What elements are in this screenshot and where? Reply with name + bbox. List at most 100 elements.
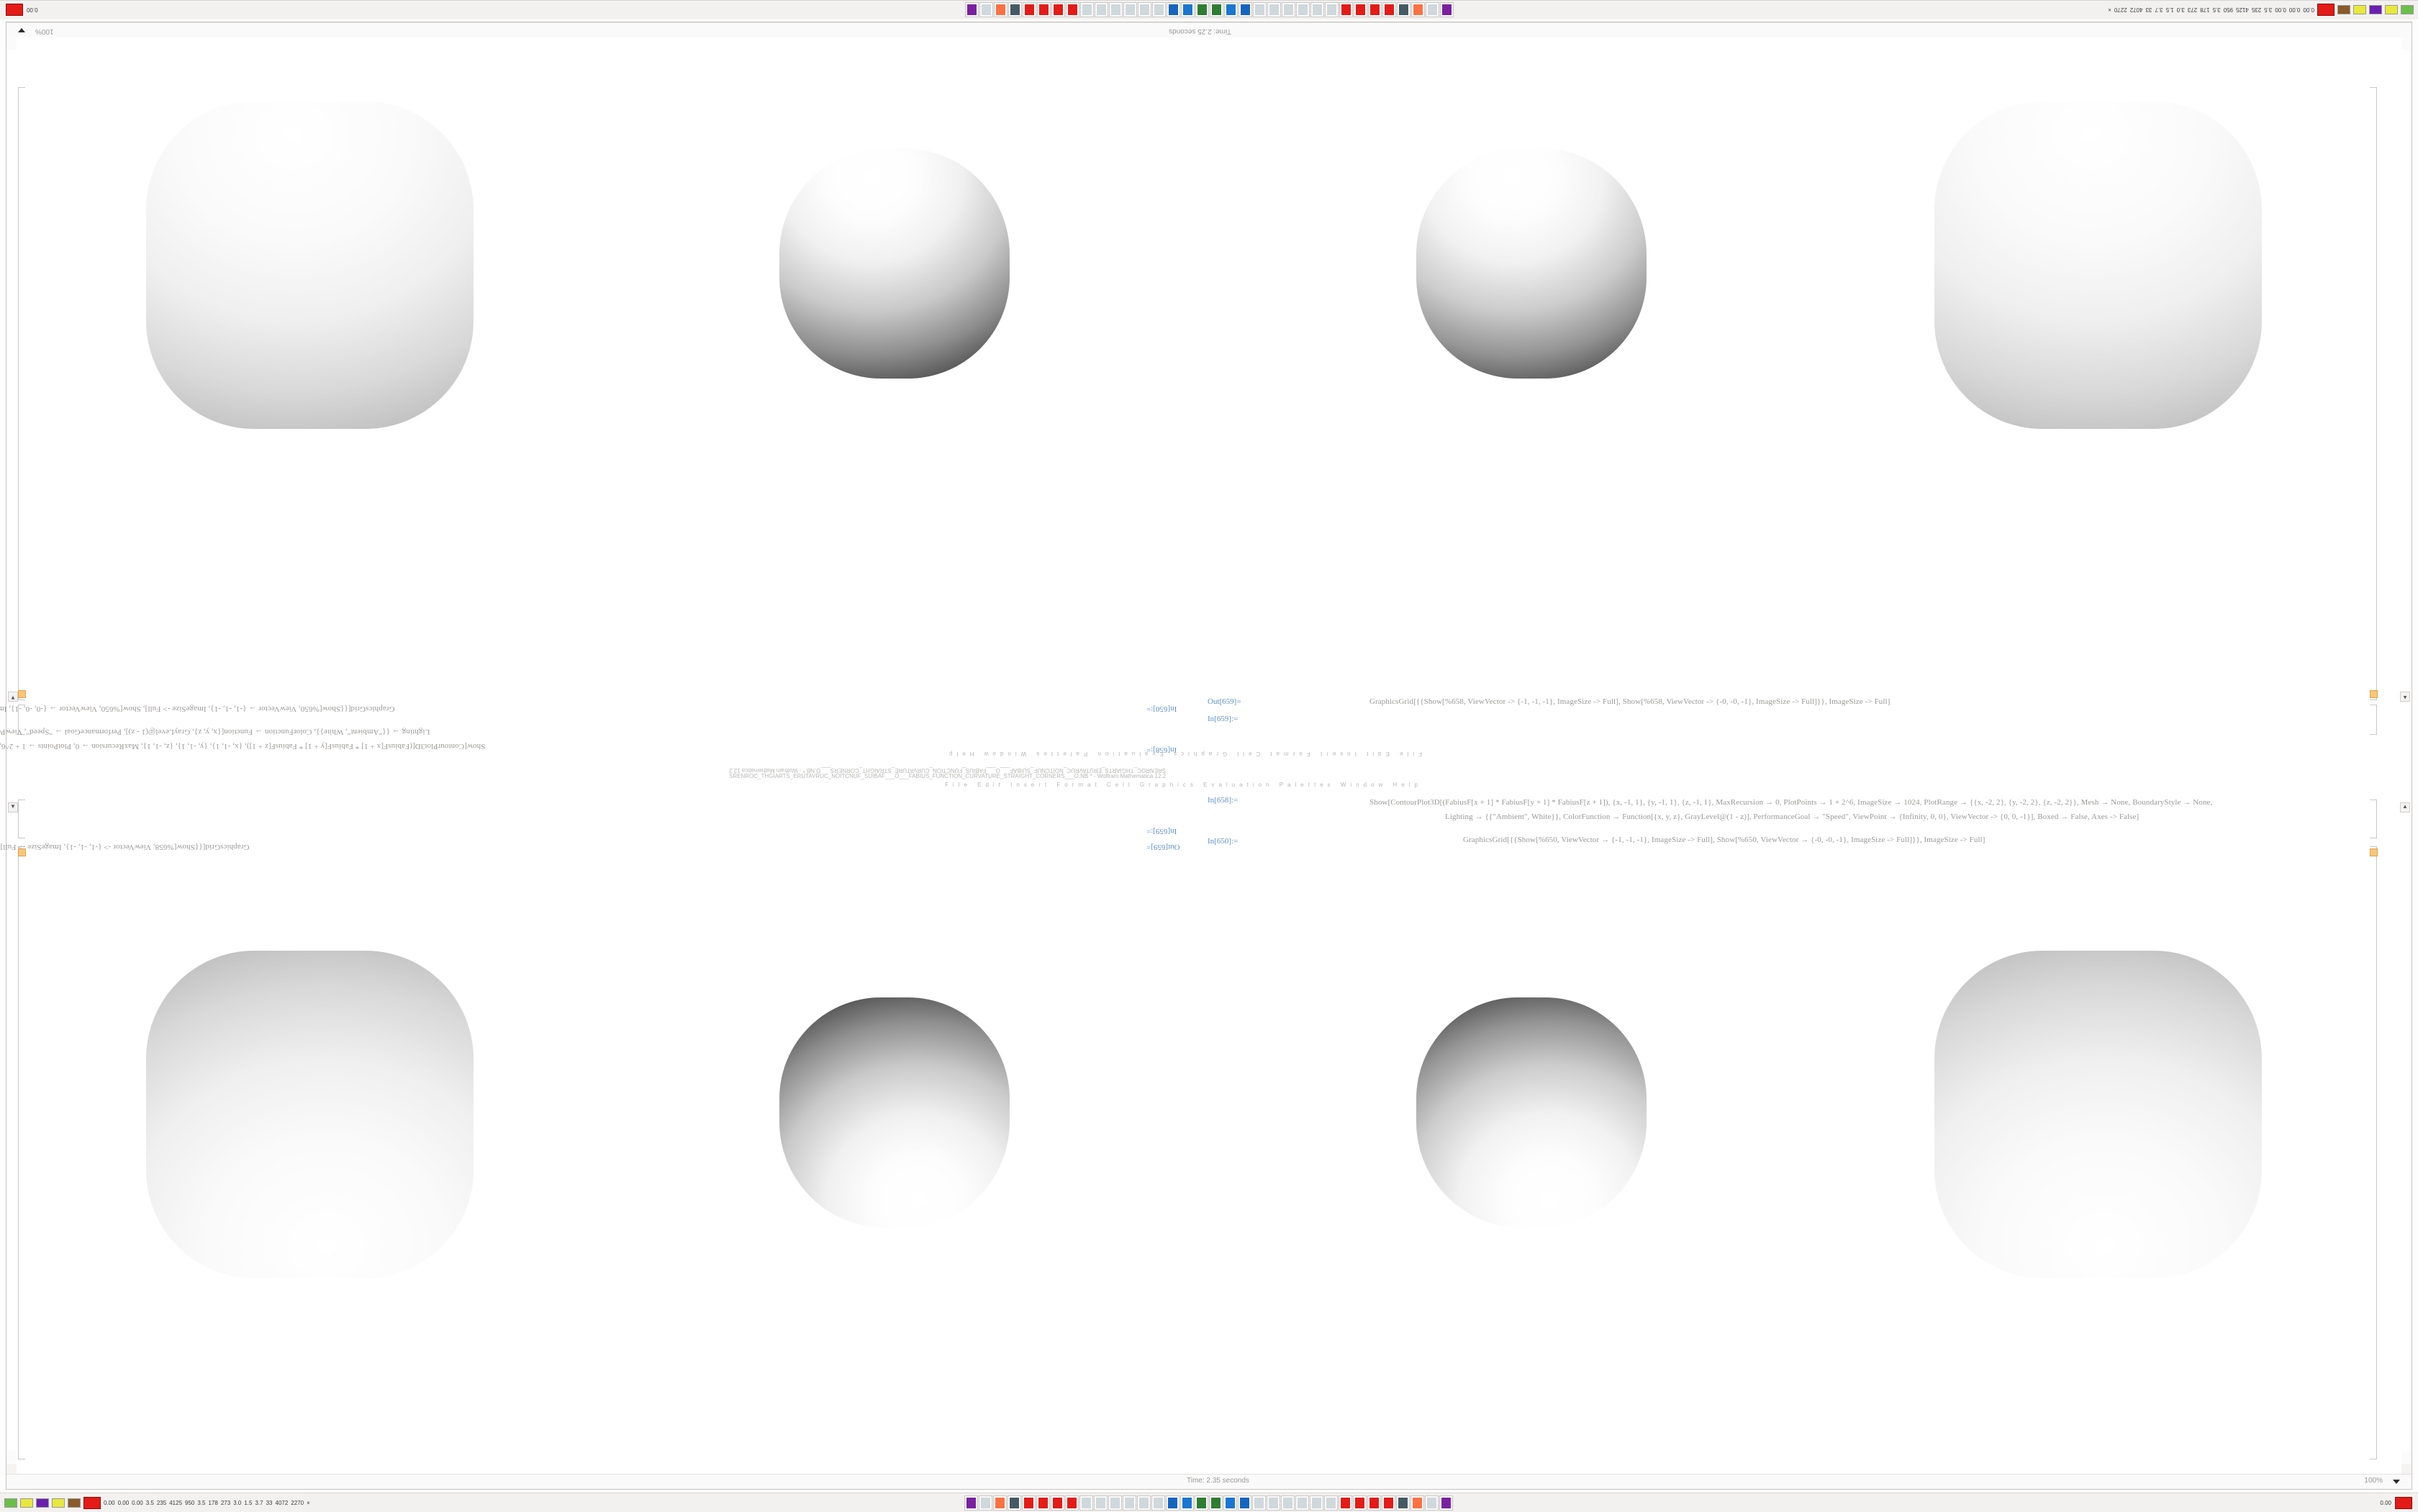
code-line-in650[interactable]: GraphicsGrid[{{Show[%650, ViewVector → {…	[1463, 836, 1985, 844]
status-zoom-bottom[interactable]: 100%	[2364, 1477, 2383, 1485]
graphic-rounded-cube-top-right[interactable]	[1934, 101, 2262, 429]
gear-red-icon[interactable]	[1354, 2, 1368, 18]
calc-icon[interactable]	[1165, 1495, 1179, 1511]
gear-red-icon[interactable]	[1021, 1495, 1036, 1511]
ghost-icon[interactable]	[1440, 2, 1454, 18]
flame-icon[interactable]	[994, 2, 1008, 18]
code-line-in658-b[interactable]: Lighting → {{"Ambient", White}}, ColorFu…	[1445, 812, 2139, 821]
tray-alert-badge[interactable]	[6, 4, 23, 17]
gear-red-icon[interactable]	[1352, 1495, 1367, 1511]
media-icon[interactable]	[1195, 2, 1210, 18]
terminal-icon[interactable]	[1325, 2, 1339, 18]
terminal-icon[interactable]	[1266, 1495, 1280, 1511]
cell-bracket-out-650[interactable]	[2370, 846, 2377, 1459]
code-line-in659[interactable]: GraphicsGrid[{{Show[%658, ViewVector -> …	[1369, 697, 1891, 706]
terminal-icon[interactable]	[1310, 2, 1325, 18]
taskbar-top[interactable]: 0.00 0.00 0.00 3.5 235 4125 950 3.5 178 …	[0, 0, 2418, 19]
scroll-left-mirror-up[interactable]: ▼	[8, 802, 18, 812]
ghost-icon[interactable]	[1439, 1495, 1453, 1511]
gear-red-icon[interactable]	[1367, 1495, 1381, 1511]
terminal-icon[interactable]	[1296, 2, 1310, 18]
gear-red-icon[interactable]	[1381, 1495, 1395, 1511]
media-icon[interactable]	[1210, 2, 1224, 18]
taskbar-menu-glyph-bottom[interactable]: ×	[307, 1499, 310, 1506]
gear-red-icon[interactable]	[1036, 1495, 1050, 1511]
terminal-icon[interactable]	[1109, 2, 1123, 18]
terminal-icon[interactable]	[1253, 2, 1267, 18]
gear-red-icon[interactable]	[1064, 1495, 1079, 1511]
gear-red-icon[interactable]	[1050, 1495, 1064, 1511]
cell-bracket-in-658[interactable]	[2370, 800, 2377, 838]
cell-bracket-left-mirror-4[interactable]	[18, 846, 25, 1459]
editor-icon[interactable]	[1223, 1495, 1237, 1511]
scroll-left-mirror-down[interactable]: ▼	[8, 692, 18, 702]
taskbar-top-window-list[interactable]	[797, 2, 1622, 18]
taskbar-bottom-window-list[interactable]	[796, 1495, 1621, 1511]
media-icon[interactable]	[1194, 1495, 1208, 1511]
cell-handle-bottom-left[interactable]	[18, 848, 26, 856]
gear-red-icon[interactable]	[1368, 2, 1382, 18]
cell-bracket-left-mirror-1[interactable]	[18, 87, 25, 700]
calc-icon[interactable]	[1237, 1495, 1251, 1511]
code-line-in659-mirror[interactable]: GraphicsGrid[{{Show[%658, ViewVector -> …	[0, 843, 250, 851]
terminal-icon[interactable]	[1079, 1495, 1093, 1511]
scroll-down-button[interactable]: ▲	[2400, 692, 2410, 702]
monitor-icon[interactable]	[1007, 1495, 1021, 1511]
window-icon[interactable]	[1426, 2, 1440, 18]
terminal-icon[interactable]	[1323, 1495, 1338, 1511]
graphic-rounded-cube-bottom-right[interactable]	[1934, 951, 2262, 1278]
editor-icon[interactable]	[1179, 1495, 1194, 1511]
terminal-icon[interactable]	[1095, 2, 1109, 18]
code-line-in658-a-mirror[interactable]: Show[ContourPlot3D[(FabiusF[x + 1] * Fab…	[0, 742, 486, 751]
scroll-up-button[interactable]: ▲	[2400, 802, 2410, 812]
terminal-icon[interactable]	[1295, 1495, 1309, 1511]
window-icon[interactable]	[1424, 1495, 1439, 1511]
gear-red-icon[interactable]	[1037, 2, 1051, 18]
gear-red-icon[interactable]	[1023, 2, 1037, 18]
cell-handle-top-left[interactable]	[18, 690, 26, 698]
terminal-icon[interactable]	[1309, 1495, 1323, 1511]
monitor-icon[interactable]	[1008, 2, 1023, 18]
editor-icon[interactable]	[1224, 2, 1239, 18]
zoom-caret-icon[interactable]	[2393, 1480, 2400, 1484]
gear-red-icon[interactable]	[1338, 1495, 1352, 1511]
code-line-in650-mirror[interactable]: GraphicsGrid[{{Show[%650, ViewVector → {…	[0, 705, 395, 713]
terminal-icon[interactable]	[1108, 1495, 1122, 1511]
terminal-icon[interactable]	[1123, 2, 1138, 18]
window-icon[interactable]	[978, 1495, 992, 1511]
cell-handle-bottom-right[interactable]	[2370, 848, 2378, 856]
terminal-icon[interactable]	[1251, 1495, 1266, 1511]
calc-icon[interactable]	[1239, 2, 1253, 18]
cpu-alert-badge[interactable]	[2317, 4, 2335, 17]
tray-alert-badge-bottom[interactable]	[2395, 1496, 2412, 1509]
media-icon[interactable]	[1208, 1495, 1223, 1511]
code-line-in658-a[interactable]: Show[ContourPlot3D[(FabiusF[x + 1] * Fab…	[1369, 798, 2213, 807]
gear-red-icon[interactable]	[1382, 2, 1397, 18]
terminal-icon[interactable]	[1093, 1495, 1108, 1511]
ghost-icon[interactable]	[965, 2, 979, 18]
terminal-icon[interactable]	[1152, 2, 1167, 18]
terminal-icon[interactable]	[1151, 1495, 1165, 1511]
code-line-in658-b-mirror[interactable]: Lighting → {{"Ambient", White}}, ColorFu…	[0, 728, 430, 736]
cell-handle-top-right[interactable]	[2370, 690, 2378, 698]
terminal-icon[interactable]	[1282, 2, 1296, 18]
monitor-icon[interactable]	[1397, 2, 1411, 18]
graphic-rounded-cube-top-left[interactable]	[146, 101, 474, 429]
gear-red-icon[interactable]	[1066, 2, 1080, 18]
graphic-fabius-blob-bottom-right[interactable]	[1416, 997, 1647, 1228]
zoom-caret-icon-top[interactable]	[18, 28, 25, 32]
terminal-icon[interactable]	[1080, 2, 1095, 18]
ghost-icon[interactable]	[964, 1495, 978, 1511]
graphic-fabius-blob-top-left[interactable]	[779, 148, 1010, 379]
flame-icon[interactable]	[1410, 1495, 1424, 1511]
notebook-canvas[interactable]: Out[659]= In[659]:= In[658]:= In[650]:= …	[0, 22, 2401, 1489]
gear-red-icon[interactable]	[1339, 2, 1354, 18]
graphic-rounded-cube-bottom-left[interactable]	[146, 951, 474, 1278]
terminal-icon[interactable]	[1136, 1495, 1151, 1511]
graphic-fabius-blob-top-right[interactable]	[1416, 148, 1647, 379]
terminal-icon[interactable]	[1138, 2, 1152, 18]
flame-icon[interactable]	[1411, 2, 1426, 18]
calc-icon[interactable]	[1167, 2, 1181, 18]
terminal-icon[interactable]	[1280, 1495, 1295, 1511]
flame-icon[interactable]	[992, 1495, 1007, 1511]
